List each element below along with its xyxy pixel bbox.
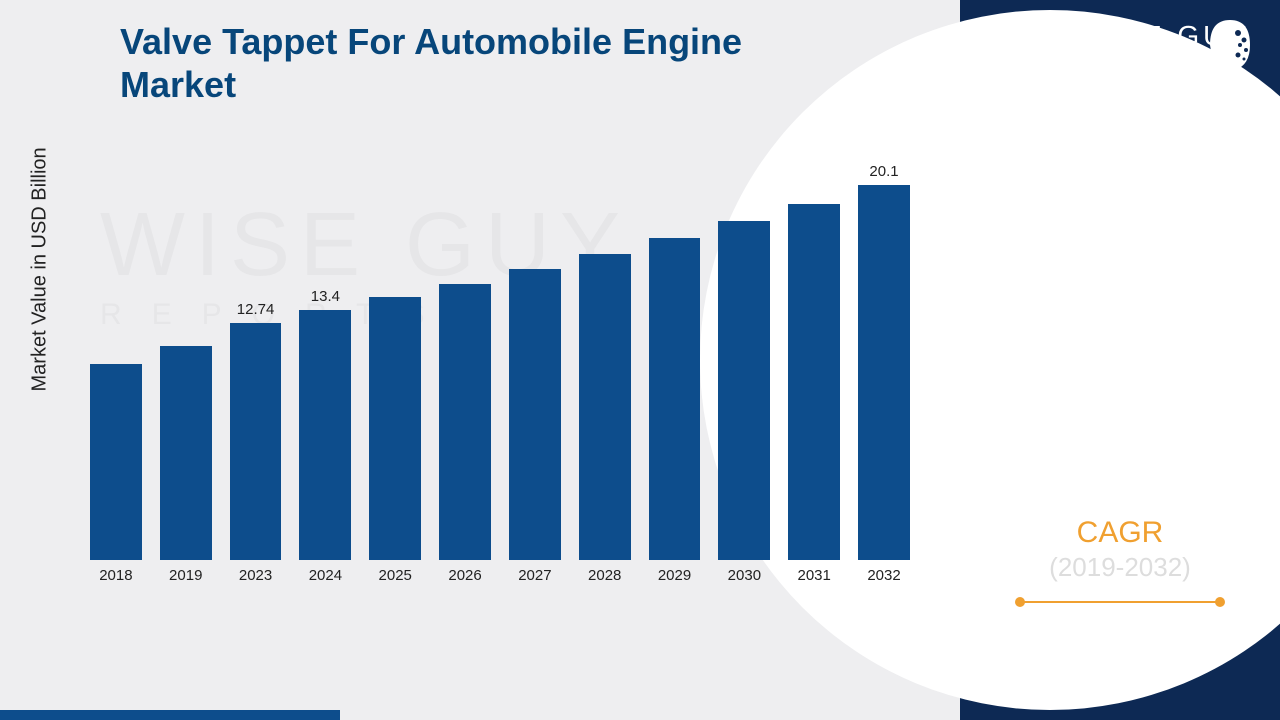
bar-x-label: 2025	[379, 567, 412, 584]
cagr-divider-line	[1020, 601, 1220, 603]
bar-wrapper: 2030	[718, 199, 770, 560]
bar-wrapper: 2028	[579, 232, 631, 560]
bar-value-label: 13.4	[311, 288, 340, 306]
bar-wrapper: 20.12032	[858, 163, 910, 560]
chart-title: Valve Tappet For Automobile Engine Marke…	[120, 20, 840, 106]
y-axis-label: Market Value in USD Billion	[29, 147, 52, 391]
bar-x-label: 2031	[798, 567, 831, 584]
bar-chart: 2018201912.74202313.42024202520262027202…	[90, 150, 910, 590]
bar-wrapper: 2027	[509, 247, 561, 560]
cagr-label: CAGR	[1000, 516, 1240, 550]
bar-x-label: 2032	[867, 567, 900, 584]
bar-wrapper: 2029	[649, 216, 701, 560]
bar-x-label: 2030	[728, 567, 761, 584]
bar-wrapper: 13.42024	[299, 288, 351, 560]
bar-x-label: 2028	[588, 567, 621, 584]
bar-wrapper: 2019	[160, 324, 212, 560]
bar	[579, 254, 631, 560]
logo-head-icon	[1200, 15, 1255, 75]
bar-x-label: 2024	[309, 567, 342, 584]
bar	[160, 346, 212, 560]
bar	[369, 297, 421, 560]
bar-wrapper: 2018	[90, 342, 142, 560]
bar-x-label: 2026	[448, 567, 481, 584]
bar-x-label: 2029	[658, 567, 691, 584]
bar-x-label: 2027	[518, 567, 551, 584]
bottom-accent-border	[0, 710, 340, 720]
bar	[439, 284, 491, 560]
bar	[230, 323, 282, 560]
bar-wrapper: 2031	[788, 182, 840, 560]
cagr-period: (2019-2032)	[1000, 552, 1240, 583]
bar	[299, 310, 351, 560]
bar	[509, 269, 561, 560]
bar-wrapper: 2026	[439, 262, 491, 560]
bar-value-label: 20.1	[869, 163, 898, 181]
bar	[718, 221, 770, 560]
bar	[858, 185, 910, 560]
bars-area: 2018 2019 12.742023 13.42024 2025 2026 2027 202…	[90, 150, 910, 560]
logo: WISE GUY REPORTS	[1078, 20, 1250, 68]
bar	[788, 204, 840, 560]
bar	[90, 364, 142, 560]
bar-wrapper: 12.742023	[230, 301, 282, 560]
bar	[649, 238, 701, 560]
bar-x-label: 2019	[169, 567, 202, 584]
bar-value-label: 12.74	[237, 301, 275, 319]
cagr-block: CAGR (2019-2032) 5.2%	[1000, 516, 1240, 660]
bar-x-label: 2023	[239, 567, 272, 584]
bar-x-label: 2018	[99, 567, 132, 584]
bar-wrapper: 2025	[369, 275, 421, 560]
cagr-value: 5.2%	[1000, 621, 1240, 660]
